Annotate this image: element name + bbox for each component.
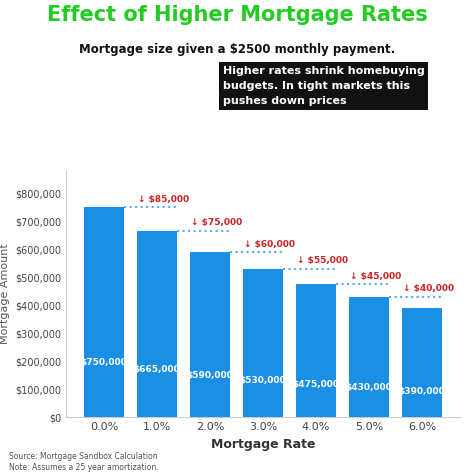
Text: ↓ $40,000: ↓ $40,000 xyxy=(403,284,455,293)
X-axis label: Mortgage Rate: Mortgage Rate xyxy=(211,438,315,450)
Bar xyxy=(243,269,283,417)
Text: $590,000: $590,000 xyxy=(187,371,234,380)
Bar xyxy=(190,252,230,417)
Y-axis label: Mortgage Amount: Mortgage Amount xyxy=(0,244,10,344)
Text: ↓ $45,000: ↓ $45,000 xyxy=(350,272,401,281)
Text: $390,000: $390,000 xyxy=(399,386,446,395)
Text: $530,000: $530,000 xyxy=(240,375,286,384)
Bar xyxy=(137,231,177,417)
Text: Higher rates shrink homebuying
budgets. In tight markets this
pushes down prices: Higher rates shrink homebuying budgets. … xyxy=(223,66,425,106)
Text: ↓ $60,000: ↓ $60,000 xyxy=(244,239,295,248)
Text: ↓ $75,000: ↓ $75,000 xyxy=(191,219,243,228)
Text: Effect of Higher Mortgage Rates: Effect of Higher Mortgage Rates xyxy=(46,5,428,25)
Text: Mortgage size given a $2500 monthly payment.: Mortgage size given a $2500 monthly paym… xyxy=(79,43,395,55)
Bar xyxy=(296,284,336,417)
Text: ↓ $85,000: ↓ $85,000 xyxy=(138,195,190,204)
Bar xyxy=(402,308,442,417)
Text: $430,000: $430,000 xyxy=(346,383,392,392)
Text: $665,000: $665,000 xyxy=(134,365,181,374)
Bar xyxy=(84,207,124,417)
Text: Source: Mortgage Sandbox Calculation
Note: Assumes a 25 year amortization.: Source: Mortgage Sandbox Calculation Not… xyxy=(9,452,159,472)
Text: ↓ $55,000: ↓ $55,000 xyxy=(297,256,348,265)
Bar xyxy=(349,297,389,417)
Text: $475,000: $475,000 xyxy=(292,380,339,389)
Text: $750,000: $750,000 xyxy=(81,358,128,367)
